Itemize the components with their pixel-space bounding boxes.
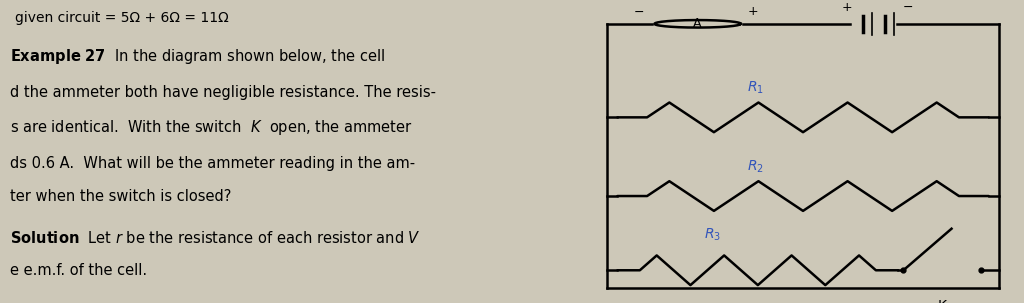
- Text: −: −: [634, 5, 645, 18]
- Text: $R_3$: $R_3$: [705, 226, 722, 243]
- Text: s are identical.  With the switch  $K$  open, the ammeter: s are identical. With the switch $K$ ope…: [10, 118, 413, 137]
- Text: $\mathbf{Example\ 27}$  In the diagram shown below, the cell: $\mathbf{Example\ 27}$ In the diagram sh…: [10, 47, 386, 66]
- Text: $R_2$: $R_2$: [748, 158, 764, 175]
- Text: ter when the switch is closed?: ter when the switch is closed?: [10, 188, 231, 204]
- Text: A: A: [693, 17, 701, 30]
- Text: −: −: [903, 1, 913, 14]
- Text: K: K: [938, 299, 946, 303]
- Text: e e.m.f. of the cell.: e e.m.f. of the cell.: [10, 263, 147, 278]
- Text: given circuit = 5Ω + 6Ω = 11Ω: given circuit = 5Ω + 6Ω = 11Ω: [15, 11, 229, 25]
- Text: $R_1$: $R_1$: [748, 79, 764, 96]
- Text: $\mathbf{Solution}$  Let $r$ be the resistance of each resistor and $V$: $\mathbf{Solution}$ Let $r$ be the resis…: [10, 230, 421, 246]
- Text: d the ammeter both have negligible resistance. The resis-: d the ammeter both have negligible resis…: [10, 85, 436, 100]
- Text: ds 0.6 A.  What will be the ammeter reading in the am-: ds 0.6 A. What will be the ammeter readi…: [10, 156, 416, 171]
- Text: +: +: [842, 1, 853, 14]
- Text: +: +: [748, 5, 758, 18]
